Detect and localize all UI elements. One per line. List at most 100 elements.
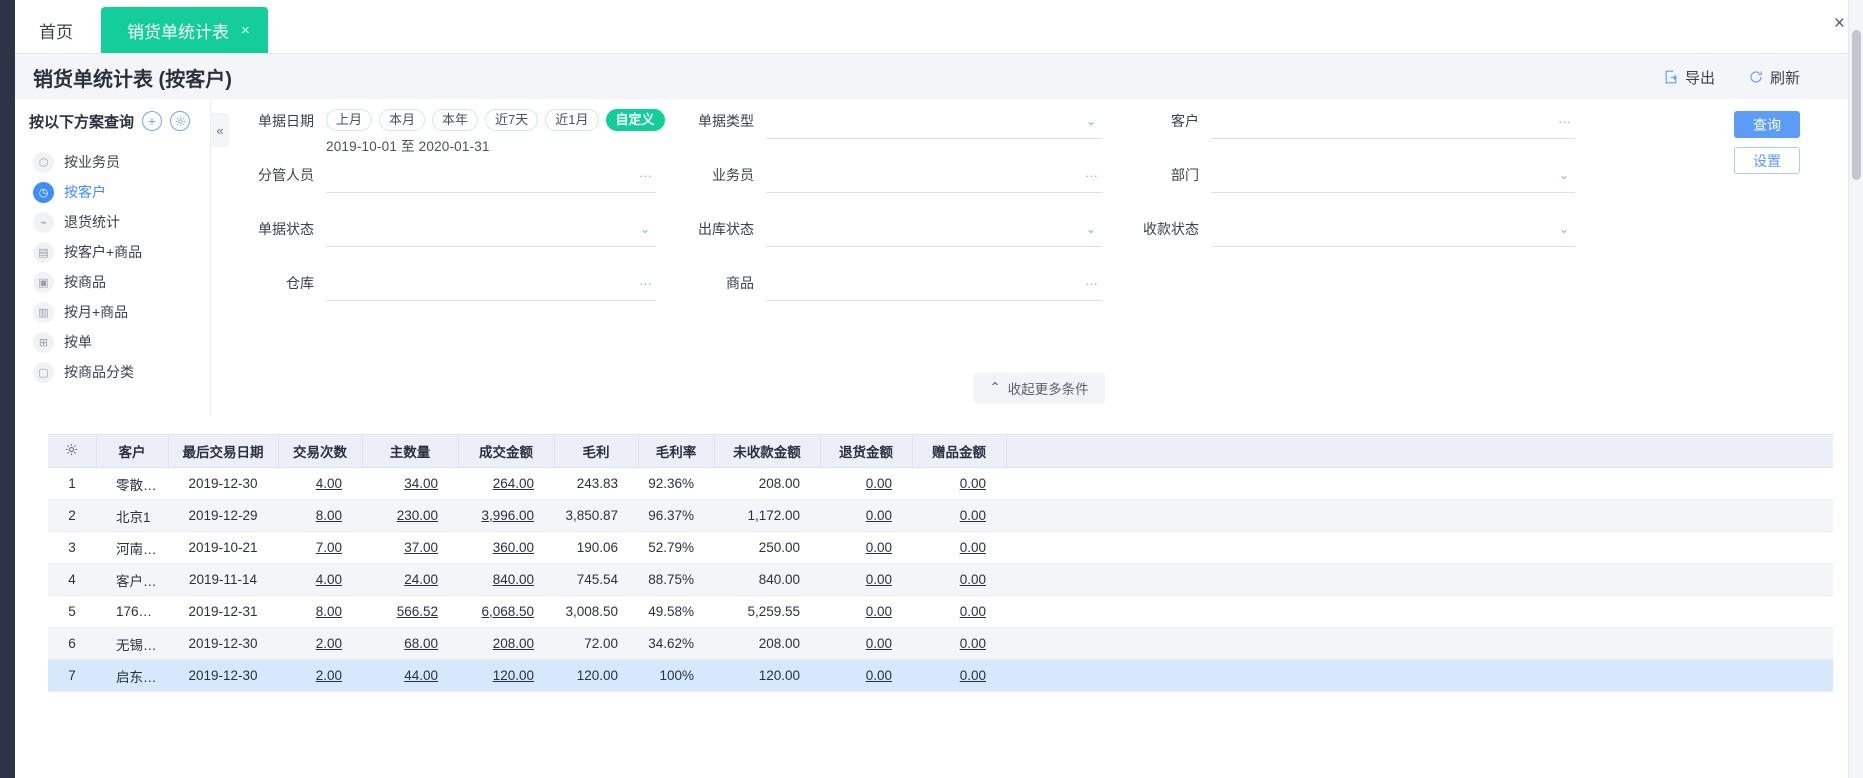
returns-link[interactable]: 0.00 [865,508,892,523]
cell-returns[interactable]: 0.00 [820,499,912,532]
returns-link[interactable]: 0.00 [865,540,892,555]
more-dots-icon[interactable]: ··· [1085,168,1098,183]
product-picker[interactable]: ··· [766,271,1102,301]
table-row[interactable]: 6 无锡康哲… 2019-12-30 2.00 68.00 208.00 72.… [48,627,1833,660]
cell-amount[interactable]: 3,996.00 [458,499,554,532]
main-qty-link[interactable]: 230.00 [396,508,438,523]
date-chip-this-month[interactable]: 本月 [379,109,426,131]
cell-amount[interactable]: 6,068.50 [458,595,554,628]
cell-deal-count[interactable]: 4.00 [278,563,362,596]
query-button[interactable]: 查询 [1734,111,1800,138]
deal-count-link[interactable]: 8.00 [315,604,342,619]
main-qty-link[interactable]: 566.52 [396,604,438,619]
date-chip-custom[interactable]: 自定义 [605,109,665,131]
main-qty-link[interactable]: 37.00 [404,540,438,555]
returns-link[interactable]: 0.00 [865,572,892,587]
cell-main-qty[interactable]: 68.00 [362,627,458,660]
deal-count-link[interactable]: 4.00 [315,572,342,587]
cell-deal-count[interactable]: 8.00 [278,499,362,532]
date-chip-last-month[interactable]: 上月 [326,109,373,131]
cell-deal-count[interactable]: 4.00 [278,467,362,500]
add-scheme-icon[interactable]: + [142,111,163,131]
chevron-down-icon[interactable]: ⌄ [1085,222,1096,236]
cell-gift[interactable]: 0.00 [912,499,1006,532]
cell-gift[interactable]: 0.00 [912,659,1006,692]
chevron-down-icon[interactable]: ⌄ [1558,222,1569,236]
main-qty-link[interactable]: 24.00 [404,572,438,587]
table-row[interactable]: 1 零散客户 2019-12-30 4.00 34.00 264.00 243.… [48,467,1833,500]
main-qty-link[interactable]: 44.00 [404,668,438,683]
deal-count-link[interactable]: 8.00 [315,508,342,523]
collapse-more-button[interactable]: ⌃ 收起更多条件 [973,373,1105,403]
cell-returns[interactable]: 0.00 [820,531,912,564]
amount-link[interactable]: 6,068.50 [481,604,534,619]
amount-link[interactable]: 208.00 [492,636,534,651]
column-header-unpaid[interactable]: 未收款金额 [714,434,821,468]
column-header-margin[interactable]: 毛利率 [638,434,715,468]
cell-amount[interactable]: 360.00 [458,531,554,564]
deal-count-link[interactable]: 7.00 [315,540,342,555]
tab-close-icon[interactable]: × [241,21,250,39]
column-header-main-qty[interactable]: 主数量 [362,434,459,468]
amount-link[interactable]: 120.00 [492,668,534,683]
salesperson-picker[interactable]: ··· [766,163,1102,193]
cell-deal-count[interactable]: 2.00 [278,659,362,692]
cell-deal-count[interactable]: 7.00 [278,531,362,564]
deal-count-link[interactable]: 2.00 [315,636,342,651]
table-row[interactable]: 3 河南客户1 2019-10-21 7.00 37.00 360.00 190… [48,531,1833,564]
column-settings-gear-icon[interactable] [48,434,97,468]
window-close-icon[interactable]: × [1833,13,1845,34]
cell-amount[interactable]: 208.00 [458,627,554,660]
deal-count-link[interactable]: 2.00 [315,668,342,683]
scheme-settings-gear-icon[interactable] [170,111,191,131]
page-scrollbar[interactable] [1848,0,1863,778]
sidebar-item-by-product-category[interactable]: ▢ 按商品分类 [15,357,210,387]
gift-link[interactable]: 0.00 [959,636,986,651]
returns-link[interactable]: 0.00 [865,476,892,491]
cell-returns[interactable]: 0.00 [820,563,912,596]
sidebar-item-by-customer[interactable]: ◷ 按客户 [15,177,210,207]
cell-main-qty[interactable]: 566.52 [362,595,458,628]
chevron-down-icon[interactable]: ⌄ [1085,114,1096,128]
settings-button[interactable]: 设置 [1734,147,1800,174]
column-header-last-date[interactable]: 最后交易日期 [168,434,279,468]
cell-returns[interactable]: 0.00 [820,627,912,660]
sidebar-item-by-product[interactable]: ▣ 按商品 [15,267,210,297]
column-header-customer[interactable]: 客户 [96,434,169,468]
main-qty-link[interactable]: 68.00 [404,636,438,651]
cell-main-qty[interactable]: 44.00 [362,659,458,692]
cell-deal-count[interactable]: 8.00 [278,595,362,628]
customer-picker[interactable]: ··· [1211,109,1575,139]
column-header-returns[interactable]: 退货金额 [820,434,913,468]
deal-count-link[interactable]: 4.00 [315,476,342,491]
date-chip-last-1-month[interactable]: 近1月 [545,109,599,131]
chevron-down-icon[interactable]: ⌄ [639,222,650,236]
sidebar-item-by-order[interactable]: ⊞ 按单 [15,327,210,357]
sidebar-item-by-customer-product[interactable]: ▤ 按客户+商品 [15,237,210,267]
sidebar-item-by-salesperson[interactable]: ⬡ 按业务员 [15,147,210,177]
cell-amount[interactable]: 840.00 [458,563,554,596]
gift-link[interactable]: 0.00 [959,540,986,555]
table-row[interactable]: 5 1766666… 2019-12-31 8.00 566.52 6,068.… [48,595,1833,628]
gift-link[interactable]: 0.00 [959,604,986,619]
cell-gift[interactable]: 0.00 [912,531,1006,564]
date-chip-last-7-days[interactable]: 近7天 [485,109,539,131]
more-dots-icon[interactable]: ··· [639,168,652,183]
column-header-amount[interactable]: 成交金额 [458,434,555,468]
refresh-button[interactable]: 刷新 [1749,67,1800,88]
gift-link[interactable]: 0.00 [959,508,986,523]
returns-link[interactable]: 0.00 [865,668,892,683]
more-dots-icon[interactable]: ··· [1085,276,1098,291]
scrollbar-thumb[interactable] [1852,30,1861,180]
cell-amount[interactable]: 264.00 [458,467,554,500]
manager-picker[interactable]: ··· [326,163,656,193]
column-header-gift[interactable]: 赠品金额 [912,434,1007,468]
cell-main-qty[interactable]: 34.00 [362,467,458,500]
date-chip-this-year[interactable]: 本年 [432,109,479,131]
department-select[interactable]: ⌄ [1211,163,1575,193]
cell-gift[interactable]: 0.00 [912,627,1006,660]
column-header-gross-profit[interactable]: 毛利 [554,434,639,468]
amount-link[interactable]: 360.00 [492,540,534,555]
table-row[interactable]: 4 客户欠款11 2019-11-14 4.00 24.00 840.00 74… [48,563,1833,596]
cell-deal-count[interactable]: 2.00 [278,627,362,660]
